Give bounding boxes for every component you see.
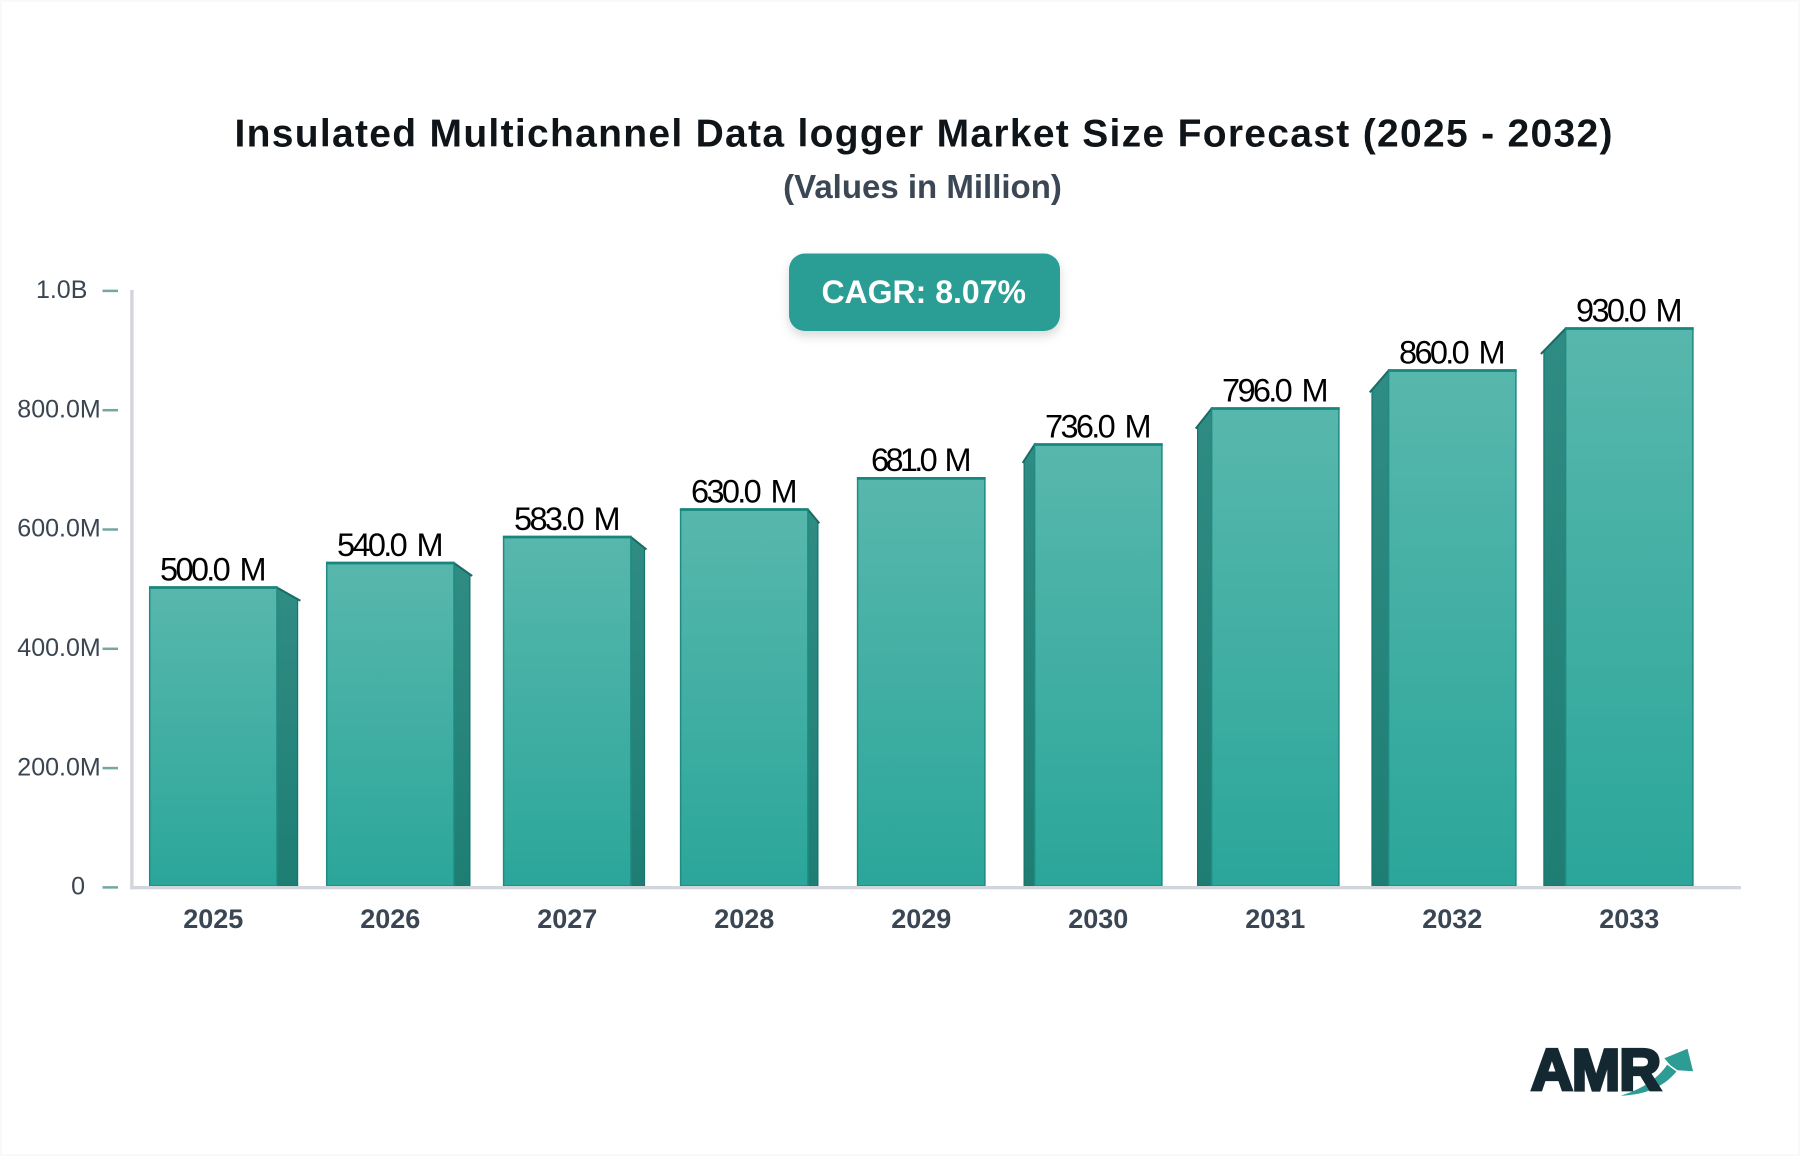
svg-text:200.0M: 200.0M bbox=[17, 753, 100, 781]
svg-text:2028: 2028 bbox=[714, 904, 774, 934]
svg-text:800.0M: 800.0M bbox=[17, 395, 100, 423]
svg-text:681.0 M: 681.0 M bbox=[871, 442, 972, 478]
svg-text:2031: 2031 bbox=[1245, 904, 1305, 934]
svg-text:AMR: AMR bbox=[1531, 1038, 1660, 1103]
svg-text:2033: 2033 bbox=[1599, 904, 1659, 934]
svg-text:736.0 M: 736.0 M bbox=[1045, 408, 1152, 444]
svg-text:2029: 2029 bbox=[891, 904, 951, 934]
svg-text:(Values in Million): (Values in Million) bbox=[783, 168, 1062, 205]
svg-text:796.0 M: 796.0 M bbox=[1222, 372, 1329, 408]
svg-text:2025: 2025 bbox=[183, 904, 243, 934]
svg-text:2026: 2026 bbox=[360, 904, 420, 934]
svg-text:2032: 2032 bbox=[1422, 904, 1482, 934]
svg-text:Insulated Multichannel Data lo: Insulated Multichannel Data logger Marke… bbox=[235, 113, 1613, 156]
svg-text:583.0 M: 583.0 M bbox=[514, 501, 621, 537]
svg-text:0: 0 bbox=[71, 873, 85, 901]
svg-text:860.0 M: 860.0 M bbox=[1399, 334, 1506, 370]
svg-text:2027: 2027 bbox=[537, 904, 597, 934]
svg-text:400.0M: 400.0M bbox=[17, 634, 100, 662]
svg-text:CAGR: 8.07%: CAGR: 8.07% bbox=[821, 274, 1026, 310]
svg-text:2030: 2030 bbox=[1068, 904, 1128, 934]
svg-text:1.0B: 1.0B bbox=[36, 276, 87, 304]
svg-text:500.0 M: 500.0 M bbox=[160, 551, 266, 587]
svg-text:600.0M: 600.0M bbox=[17, 515, 100, 543]
svg-text:540.0 M: 540.0 M bbox=[337, 527, 444, 563]
svg-text:930.0 M: 930.0 M bbox=[1576, 292, 1683, 328]
svg-text:630.0 M: 630.0 M bbox=[691, 473, 798, 509]
